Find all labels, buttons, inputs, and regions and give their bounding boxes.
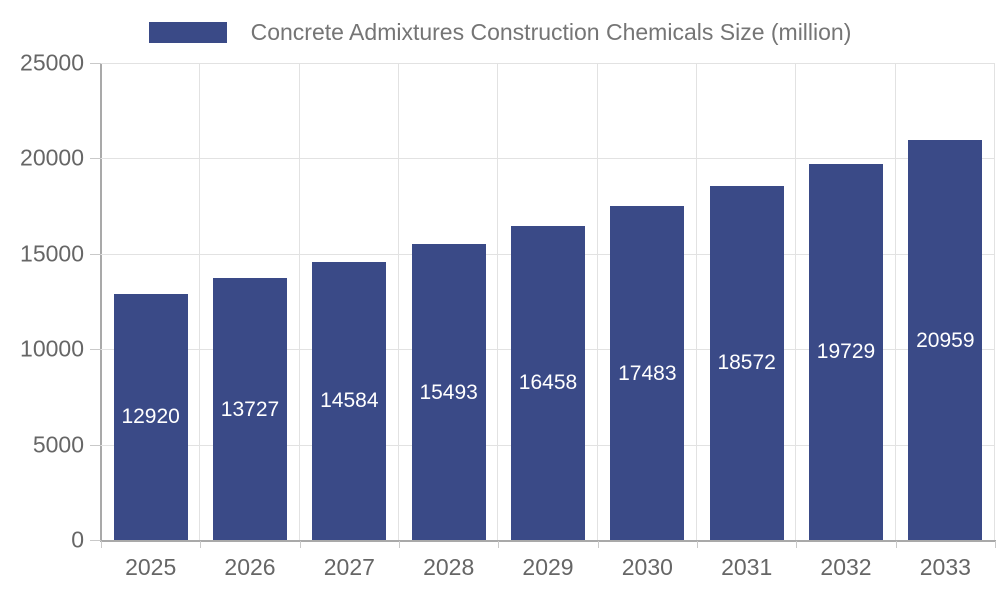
legend-swatch-icon	[148, 21, 227, 43]
bar-value-label: 19729	[816, 340, 876, 364]
v-gridline	[497, 63, 499, 540]
x-tick-mark	[597, 541, 599, 548]
y-axis-line	[100, 63, 102, 542]
bar-2027[interactable]: 14584	[312, 261, 387, 540]
bar-2033[interactable]: 20959	[908, 140, 983, 540]
y-tick-label: 10000	[20, 335, 84, 362]
legend-label: Concrete Admixtures Construction Chemica…	[250, 19, 852, 45]
x-tick-label-2030: 2030	[621, 554, 673, 580]
bar-2031[interactable]: 18572	[709, 185, 784, 540]
v-gridline	[199, 63, 201, 540]
y-tick-label: 5000	[32, 431, 84, 458]
bar-2028[interactable]: 15493	[411, 244, 486, 540]
x-tick-mark	[200, 541, 202, 548]
x-tick-mark	[995, 541, 996, 548]
v-gridline	[596, 63, 598, 540]
legend[interactable]: Concrete Admixtures Construction Chemica…	[0, 17, 1000, 47]
x-tick-label-2032: 2032	[820, 554, 872, 580]
v-gridline	[994, 63, 995, 540]
bar-value-label: 18572	[717, 351, 776, 375]
v-gridline	[795, 63, 797, 540]
bar-2029[interactable]: 16458	[511, 225, 585, 540]
bar-value-label: 15493	[419, 380, 478, 404]
v-gridline	[894, 63, 896, 540]
y-tick-label: 20000	[20, 144, 84, 171]
y-tick-label: 0	[71, 526, 84, 553]
v-gridline	[398, 63, 399, 540]
y-tick-mark	[90, 540, 101, 541]
x-tick-mark	[399, 541, 400, 548]
bar-2025[interactable]: 12920	[113, 293, 188, 540]
x-tick-label-2031: 2031	[721, 554, 773, 580]
x-tick-label-2025: 2025	[125, 554, 177, 580]
x-tick-mark	[101, 541, 102, 548]
bar-value-label: 14584	[320, 389, 379, 413]
v-gridline	[696, 63, 697, 540]
y-tick-mark	[90, 158, 101, 160]
y-tick-mark	[90, 444, 101, 446]
x-tick-mark	[697, 541, 698, 548]
bar-value-label: 20959	[916, 328, 975, 352]
bar-value-label: 13727	[220, 397, 280, 421]
x-tick-label-2033: 2033	[919, 554, 971, 580]
bar-2032[interactable]: 19729	[809, 163, 883, 540]
x-tick-mark	[895, 541, 897, 548]
bar-value-label: 12920	[121, 405, 180, 429]
bar-2026[interactable]: 13727	[213, 278, 287, 540]
y-tick-mark	[90, 63, 101, 64]
x-tick-label-2029: 2029	[522, 554, 574, 580]
h-gridline	[101, 158, 995, 160]
x-tick-label-2027: 2027	[323, 554, 375, 580]
x-tick-mark	[796, 541, 798, 548]
y-tick-label: 25000	[20, 49, 84, 76]
v-gridline	[298, 63, 300, 540]
y-tick-mark	[90, 253, 101, 255]
x-tick-mark	[498, 541, 500, 548]
x-axis-line	[100, 540, 996, 542]
y-tick-label: 15000	[20, 240, 84, 267]
x-tick-mark	[299, 541, 301, 548]
bar-value-label: 17483	[618, 361, 677, 385]
x-tick-label-2028: 2028	[423, 554, 475, 580]
x-tick-label-2026: 2026	[224, 554, 276, 580]
y-tick-mark	[90, 349, 101, 351]
bar-value-label: 16458	[518, 371, 578, 395]
h-gridline	[101, 63, 995, 64]
bar-2030[interactable]: 17483	[610, 206, 685, 540]
plot-area: 12920 13727 14584 15493 16458 17483 18572 19729…	[101, 63, 995, 540]
